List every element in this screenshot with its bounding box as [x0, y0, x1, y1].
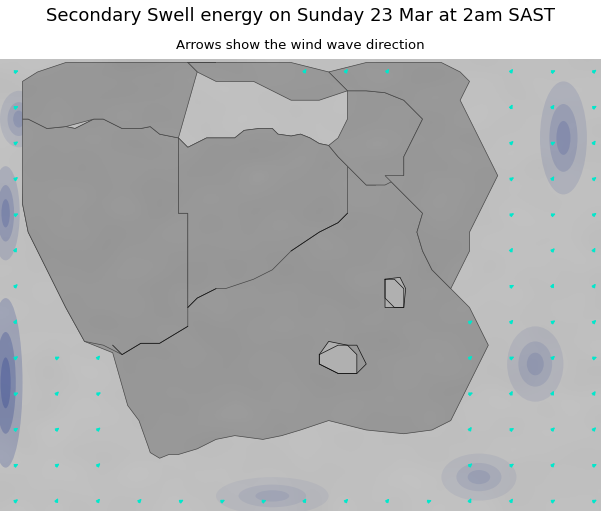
Ellipse shape: [13, 110, 25, 128]
Ellipse shape: [216, 477, 329, 511]
Ellipse shape: [1, 357, 11, 408]
Ellipse shape: [239, 484, 306, 507]
Polygon shape: [22, 119, 188, 355]
Polygon shape: [188, 62, 347, 100]
Polygon shape: [385, 277, 406, 308]
Ellipse shape: [0, 332, 16, 434]
Polygon shape: [22, 62, 216, 138]
Polygon shape: [178, 128, 347, 308]
Text: Arrows show the wind wave direction: Arrows show the wind wave direction: [176, 39, 425, 52]
Ellipse shape: [557, 121, 570, 155]
Ellipse shape: [0, 91, 37, 147]
Ellipse shape: [527, 353, 544, 376]
Ellipse shape: [8, 102, 30, 136]
Ellipse shape: [441, 454, 516, 501]
Ellipse shape: [0, 298, 23, 468]
Polygon shape: [22, 119, 488, 458]
Polygon shape: [319, 341, 357, 374]
Ellipse shape: [0, 166, 20, 261]
Ellipse shape: [468, 470, 490, 484]
Ellipse shape: [549, 104, 578, 172]
Polygon shape: [329, 62, 498, 289]
Ellipse shape: [456, 463, 501, 491]
Ellipse shape: [0, 185, 14, 242]
Polygon shape: [329, 91, 423, 185]
Ellipse shape: [540, 81, 587, 195]
Ellipse shape: [518, 341, 552, 387]
Text: Secondary Swell energy on Sunday 23 Mar at 2am SAST: Secondary Swell energy on Sunday 23 Mar …: [46, 7, 555, 25]
Ellipse shape: [507, 327, 564, 402]
Ellipse shape: [1, 199, 10, 227]
Ellipse shape: [255, 490, 289, 502]
